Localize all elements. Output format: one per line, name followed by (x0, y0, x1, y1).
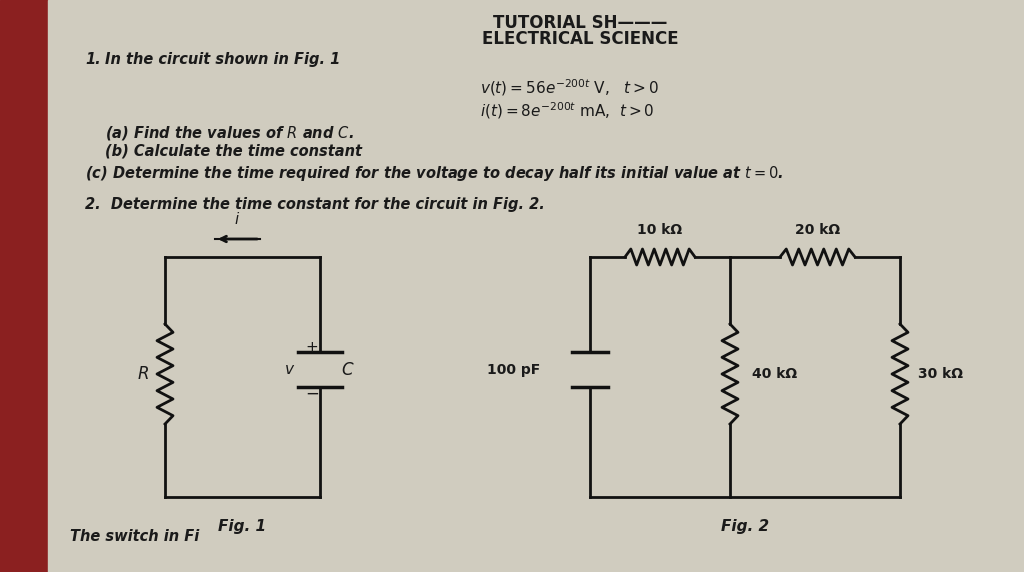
Text: In the circuit shown in Fig. 1: In the circuit shown in Fig. 1 (105, 52, 340, 67)
Text: +: + (305, 340, 318, 355)
Text: $R$: $R$ (137, 365, 150, 383)
Text: $v$: $v$ (285, 363, 296, 378)
Text: TUTORIAL SH———: TUTORIAL SH——— (493, 14, 668, 32)
Text: (c) Determine the time required for the voltage to decay half its initial value : (c) Determine the time required for the … (85, 164, 783, 183)
Text: 40 kΩ: 40 kΩ (752, 367, 797, 381)
Text: 2.  Determine the time constant for the circuit in Fig. 2.: 2. Determine the time constant for the c… (85, 197, 545, 212)
Text: (b) Calculate the time constant: (b) Calculate the time constant (105, 144, 362, 159)
Text: $v(t) = 56e^{-200t}$ V,   $t > 0$: $v(t) = 56e^{-200t}$ V, $t > 0$ (480, 77, 659, 98)
Text: −: − (305, 385, 318, 403)
Text: The switch in Fi: The switch in Fi (70, 529, 200, 544)
Text: Fig. 2: Fig. 2 (721, 519, 769, 534)
Text: 100 pF: 100 pF (486, 363, 540, 377)
Text: $i(t) = 8e^{-200t}$ mA,  $t > 0$: $i(t) = 8e^{-200t}$ mA, $t > 0$ (480, 100, 654, 121)
Text: $C$: $C$ (341, 361, 354, 379)
Text: (a) Find the values of $R$ and $C$.: (a) Find the values of $R$ and $C$. (105, 124, 354, 142)
Text: 30 kΩ: 30 kΩ (918, 367, 963, 381)
Text: 1.: 1. (85, 52, 100, 67)
Text: Fig. 1: Fig. 1 (218, 519, 266, 534)
Text: 20 kΩ: 20 kΩ (796, 223, 841, 237)
Bar (0, 0, 48, 572)
Text: ELECTRICAL SCIENCE: ELECTRICAL SCIENCE (481, 30, 678, 48)
Text: 10 kΩ: 10 kΩ (637, 223, 683, 237)
Text: $i$: $i$ (234, 211, 241, 227)
